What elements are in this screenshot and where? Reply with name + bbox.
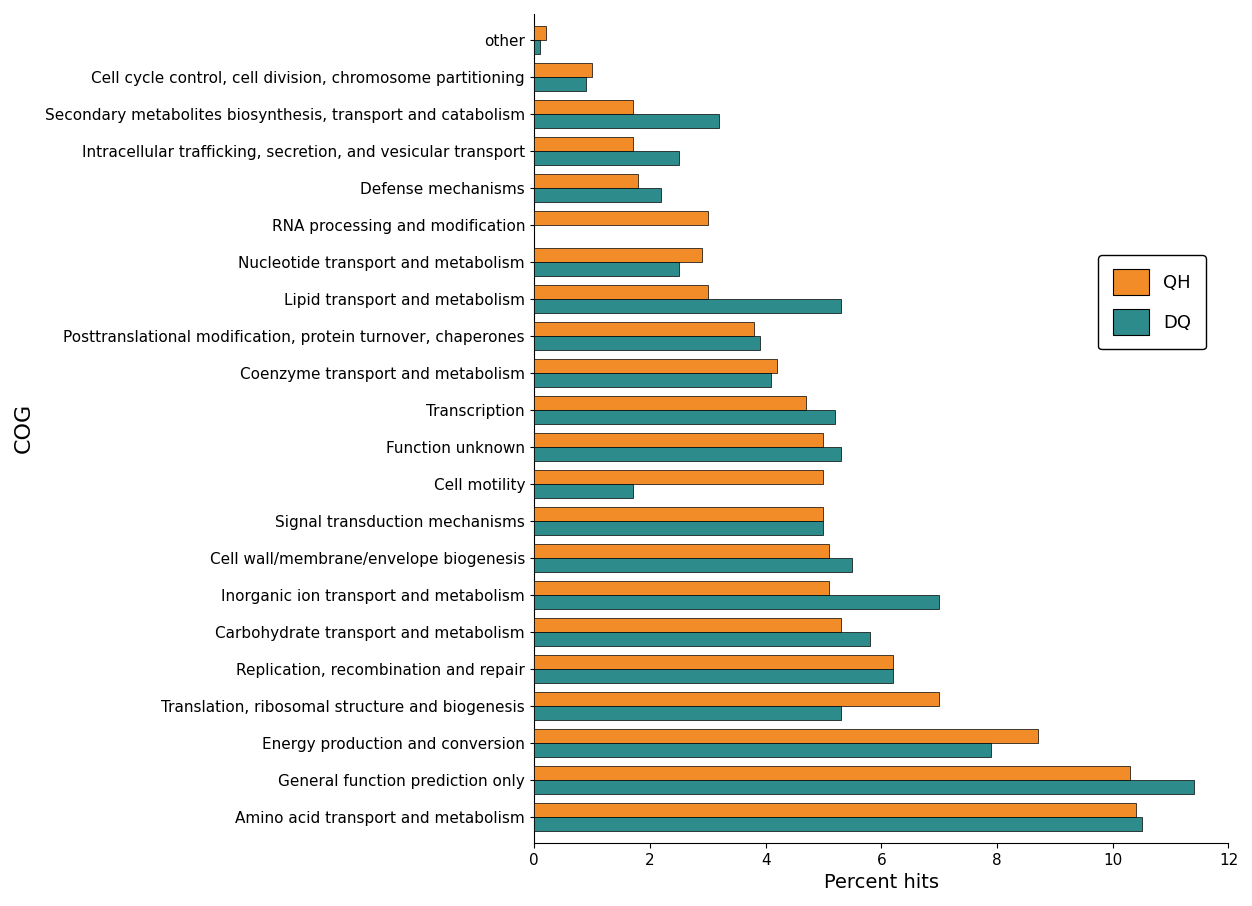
Bar (535, 631, 870, 646)
Bar (535, 728, 1038, 743)
Bar (535, 433, 824, 447)
Bar (535, 25, 546, 40)
Bar (535, 247, 702, 262)
Bar (535, 150, 679, 165)
Bar (535, 706, 841, 720)
Legend: QH, DQ: QH, DQ (1098, 255, 1206, 350)
Y-axis label: COG: COG (14, 403, 34, 454)
Bar (535, 506, 824, 521)
Bar (535, 188, 661, 202)
Bar (535, 40, 540, 53)
Bar (535, 100, 632, 114)
Bar (535, 262, 679, 276)
Bar (535, 396, 806, 410)
Bar (535, 373, 771, 387)
Bar (535, 137, 632, 150)
Bar (535, 336, 760, 350)
Bar (535, 77, 586, 91)
Bar (535, 284, 707, 299)
Bar (535, 484, 632, 498)
Bar (535, 669, 893, 683)
Bar (535, 655, 893, 669)
Bar (535, 447, 841, 461)
X-axis label: Percent hits: Percent hits (824, 873, 939, 892)
Bar (535, 521, 824, 535)
Bar (535, 780, 1193, 794)
Bar (535, 174, 639, 188)
Bar (535, 359, 777, 373)
Bar (535, 544, 829, 558)
Bar (535, 581, 829, 595)
Bar (535, 817, 1142, 831)
Bar (535, 322, 754, 336)
Bar (535, 211, 707, 225)
Bar (535, 595, 939, 609)
Bar (535, 299, 841, 313)
Bar (535, 114, 720, 128)
Bar (535, 766, 1131, 780)
Bar (535, 743, 992, 757)
Bar (535, 618, 841, 631)
Bar (535, 410, 835, 424)
Bar (535, 63, 592, 77)
Bar (535, 692, 939, 706)
Bar (535, 470, 824, 484)
Bar (535, 558, 853, 572)
Bar (535, 803, 1136, 817)
